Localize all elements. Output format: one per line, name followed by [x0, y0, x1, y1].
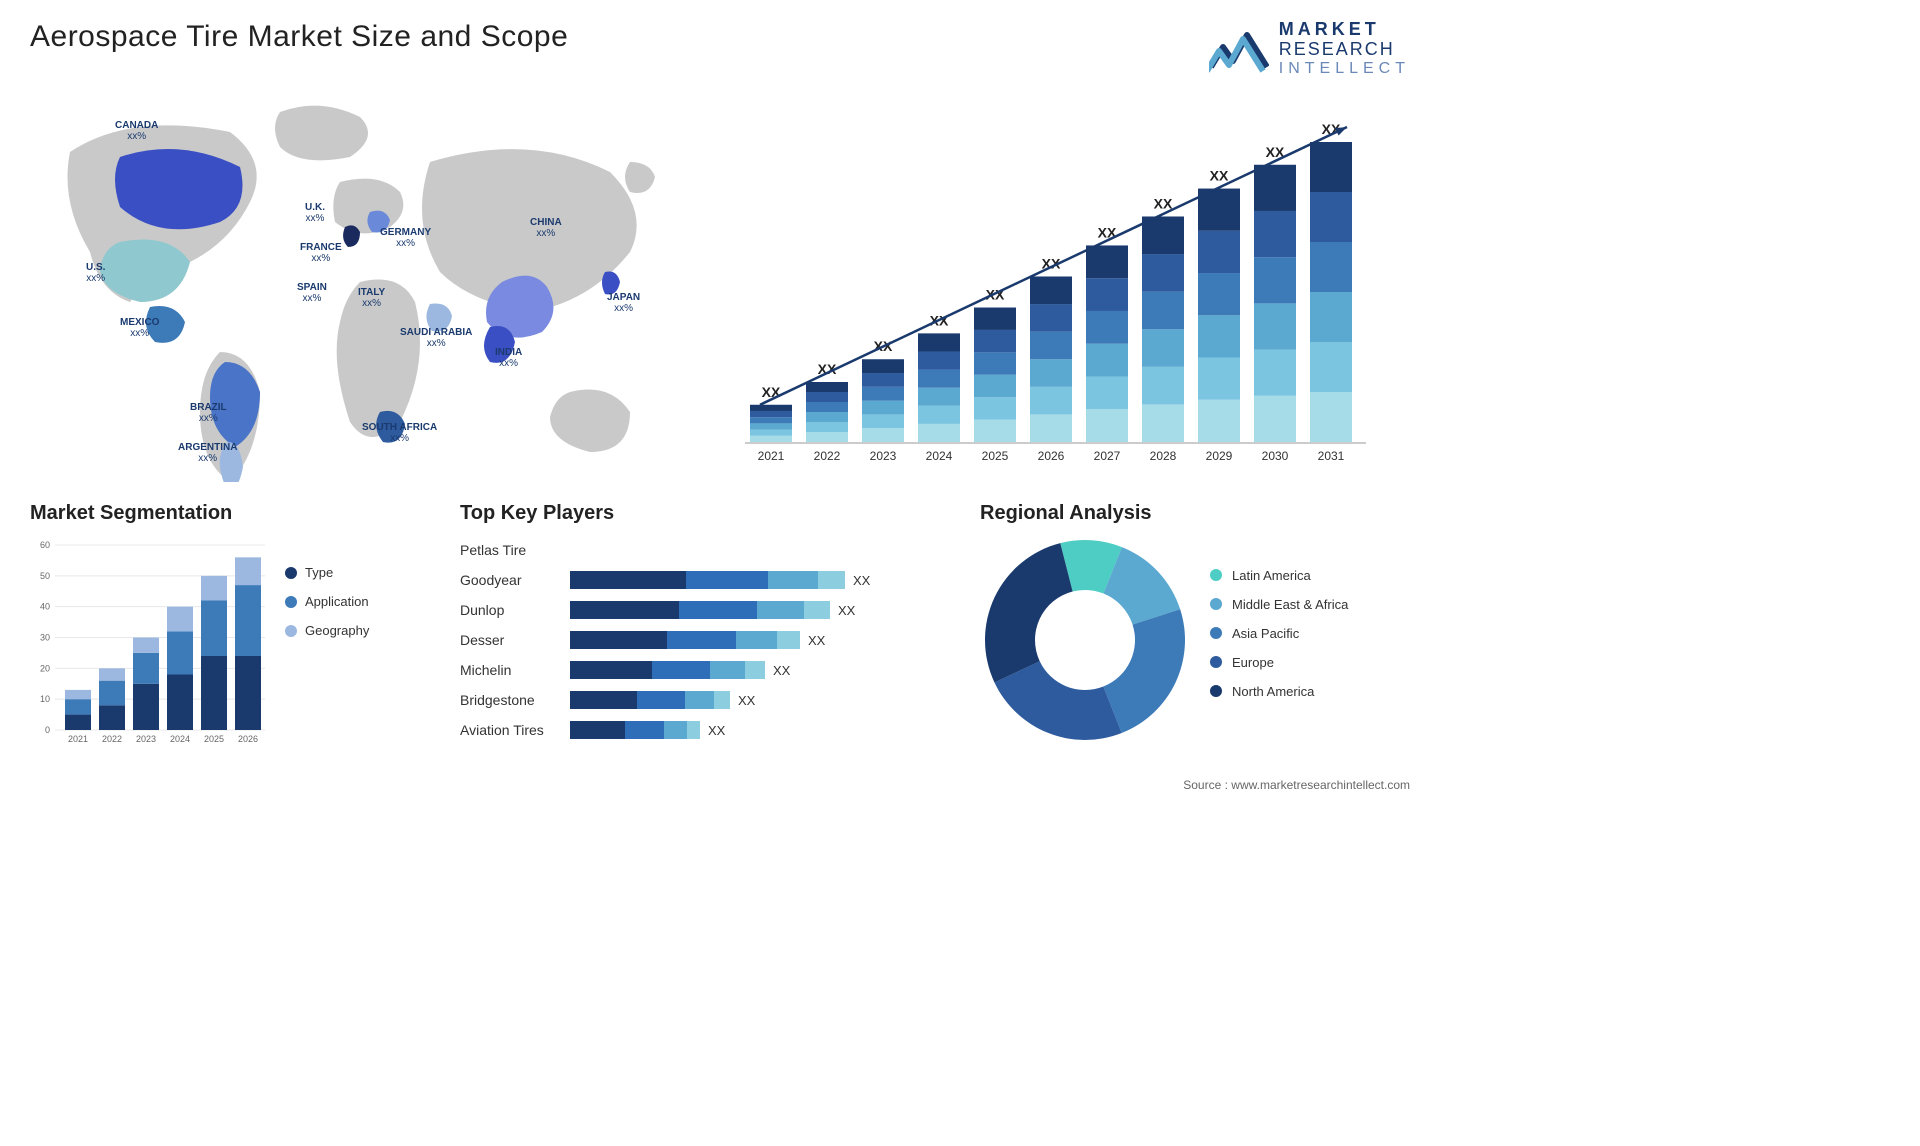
player-label: Michelin: [460, 655, 570, 685]
map-label-india: INDIAxx%: [495, 347, 522, 369]
svg-text:XX: XX: [1154, 196, 1173, 212]
map-label-saudi-arabia: SAUDI ARABIAxx%: [400, 327, 472, 349]
player-label: Dunlop: [460, 595, 570, 625]
regional-title: Regional Analysis: [980, 502, 1420, 525]
svg-text:2023: 2023: [870, 449, 897, 463]
svg-text:2030: 2030: [1262, 449, 1289, 463]
player-bars: XXXXXXXXXXXX: [570, 535, 960, 745]
logo-text-2: RESEARCH: [1279, 40, 1410, 60]
map-label-south-africa: SOUTH AFRICAxx%: [362, 422, 437, 444]
svg-text:2028: 2028: [1150, 449, 1177, 463]
svg-text:2027: 2027: [1094, 449, 1121, 463]
svg-text:10: 10: [40, 694, 50, 704]
segmentation-title: Market Segmentation: [30, 502, 440, 525]
svg-text:2026: 2026: [238, 734, 258, 744]
player-label: Desser: [460, 625, 570, 655]
player-bar-row: XX: [570, 655, 960, 685]
svg-text:40: 40: [40, 602, 50, 612]
svg-text:2022: 2022: [814, 449, 841, 463]
segmentation-panel: Market Segmentation 0 10 20 30 40 50 60 2021 202…: [30, 502, 440, 762]
map-label-mexico: MEXICOxx%: [120, 317, 159, 339]
map-label-canada: CANADAxx%: [115, 120, 158, 142]
svg-text:2025: 2025: [982, 449, 1009, 463]
player-bar-row: XX: [570, 565, 960, 595]
regional-legend-item: Europe: [1210, 655, 1348, 670]
regional-donut: [980, 535, 1190, 745]
svg-text:2024: 2024: [170, 734, 190, 744]
map-label-u-s-: U.S.xx%: [86, 262, 105, 284]
svg-text:60: 60: [40, 540, 50, 550]
svg-text:2023: 2023: [136, 734, 156, 744]
map-label-china: CHINAxx%: [530, 217, 562, 239]
source-text: Source : www.marketresearchintellect.com: [1183, 778, 1410, 792]
player-bar-row: XX: [570, 685, 960, 715]
svg-text:2021: 2021: [68, 734, 88, 744]
svg-text:XX: XX: [1210, 168, 1229, 184]
player-bar-row: XX: [570, 715, 960, 745]
svg-text:2031: 2031: [1318, 449, 1345, 463]
map-label-brazil: BRAZILxx%: [190, 402, 227, 424]
regional-legend-item: North America: [1210, 684, 1348, 699]
player-label: Bridgestone: [460, 685, 570, 715]
svg-text:30: 30: [40, 633, 50, 643]
regional-panel: Regional Analysis Latin America Middle Ea…: [980, 502, 1420, 762]
map-label-spain: SPAINxx%: [297, 282, 327, 304]
map-label-japan: JAPANxx%: [607, 292, 640, 314]
logo-mark-icon: [1209, 25, 1269, 73]
players-title: Top Key Players: [460, 502, 960, 525]
player-bar-row: [570, 535, 960, 565]
logo-text-1: MARKET: [1279, 20, 1410, 40]
map-label-argentina: ARGENTINAxx%: [178, 442, 237, 464]
seg-legend-item: Type: [285, 565, 369, 580]
player-bar-row: XX: [570, 625, 960, 655]
player-label: Petlas Tire: [460, 535, 570, 565]
svg-text:2025: 2025: [204, 734, 224, 744]
seg-legend-item: Application: [285, 594, 369, 609]
map-label-germany: GERMANYxx%: [380, 227, 431, 249]
brand-logo: MARKET RESEARCH INTELLECT: [1209, 20, 1410, 77]
svg-text:2021: 2021: [758, 449, 785, 463]
players-panel: Top Key Players Petlas TireGoodyearDunlo…: [460, 502, 960, 762]
regional-legend-item: Latin America: [1210, 568, 1348, 583]
segmentation-chart: 0 10 20 30 40 50 60 2021 2022 2023 2024 2025 2026: [30, 535, 270, 745]
player-bar-row: XX: [570, 595, 960, 625]
svg-text:2022: 2022: [102, 734, 122, 744]
svg-text:20: 20: [40, 664, 50, 674]
segmentation-legend: Type Application Geography: [285, 535, 369, 652]
regional-legend: Latin America Middle East & Africa Asia Pa…: [1210, 568, 1348, 713]
map-label-u-k-: U.K.xx%: [305, 202, 325, 224]
player-label: Goodyear: [460, 565, 570, 595]
svg-text:0: 0: [45, 725, 50, 735]
map-label-italy: ITALYxx%: [358, 287, 385, 309]
regional-legend-item: Middle East & Africa: [1210, 597, 1348, 612]
regional-legend-item: Asia Pacific: [1210, 626, 1348, 641]
page-title: Aerospace Tire Market Size and Scope: [30, 20, 568, 54]
map-label-france: FRANCExx%: [300, 242, 342, 264]
seg-legend-item: Geography: [285, 623, 369, 638]
player-labels: Petlas TireGoodyearDunlopDesserMichelinB…: [460, 535, 570, 745]
svg-text:2026: 2026: [1038, 449, 1065, 463]
player-label: Aviation Tires: [460, 715, 570, 745]
svg-text:50: 50: [40, 571, 50, 581]
forecast-chart: 2021XX2022XX2023XX2024XX2025XX2026XX2027…: [720, 102, 1400, 482]
world-map-panel: CANADAxx% U.S.xx% MEXICOxx% BRAZILxx% ARGENT…: [30, 92, 690, 482]
logo-text-3: INTELLECT: [1279, 60, 1410, 78]
forecast-chart-panel: 2021XX2022XX2023XX2024XX2025XX2026XX2027…: [720, 92, 1410, 482]
svg-text:2024: 2024: [926, 449, 953, 463]
svg-text:2029: 2029: [1206, 449, 1233, 463]
